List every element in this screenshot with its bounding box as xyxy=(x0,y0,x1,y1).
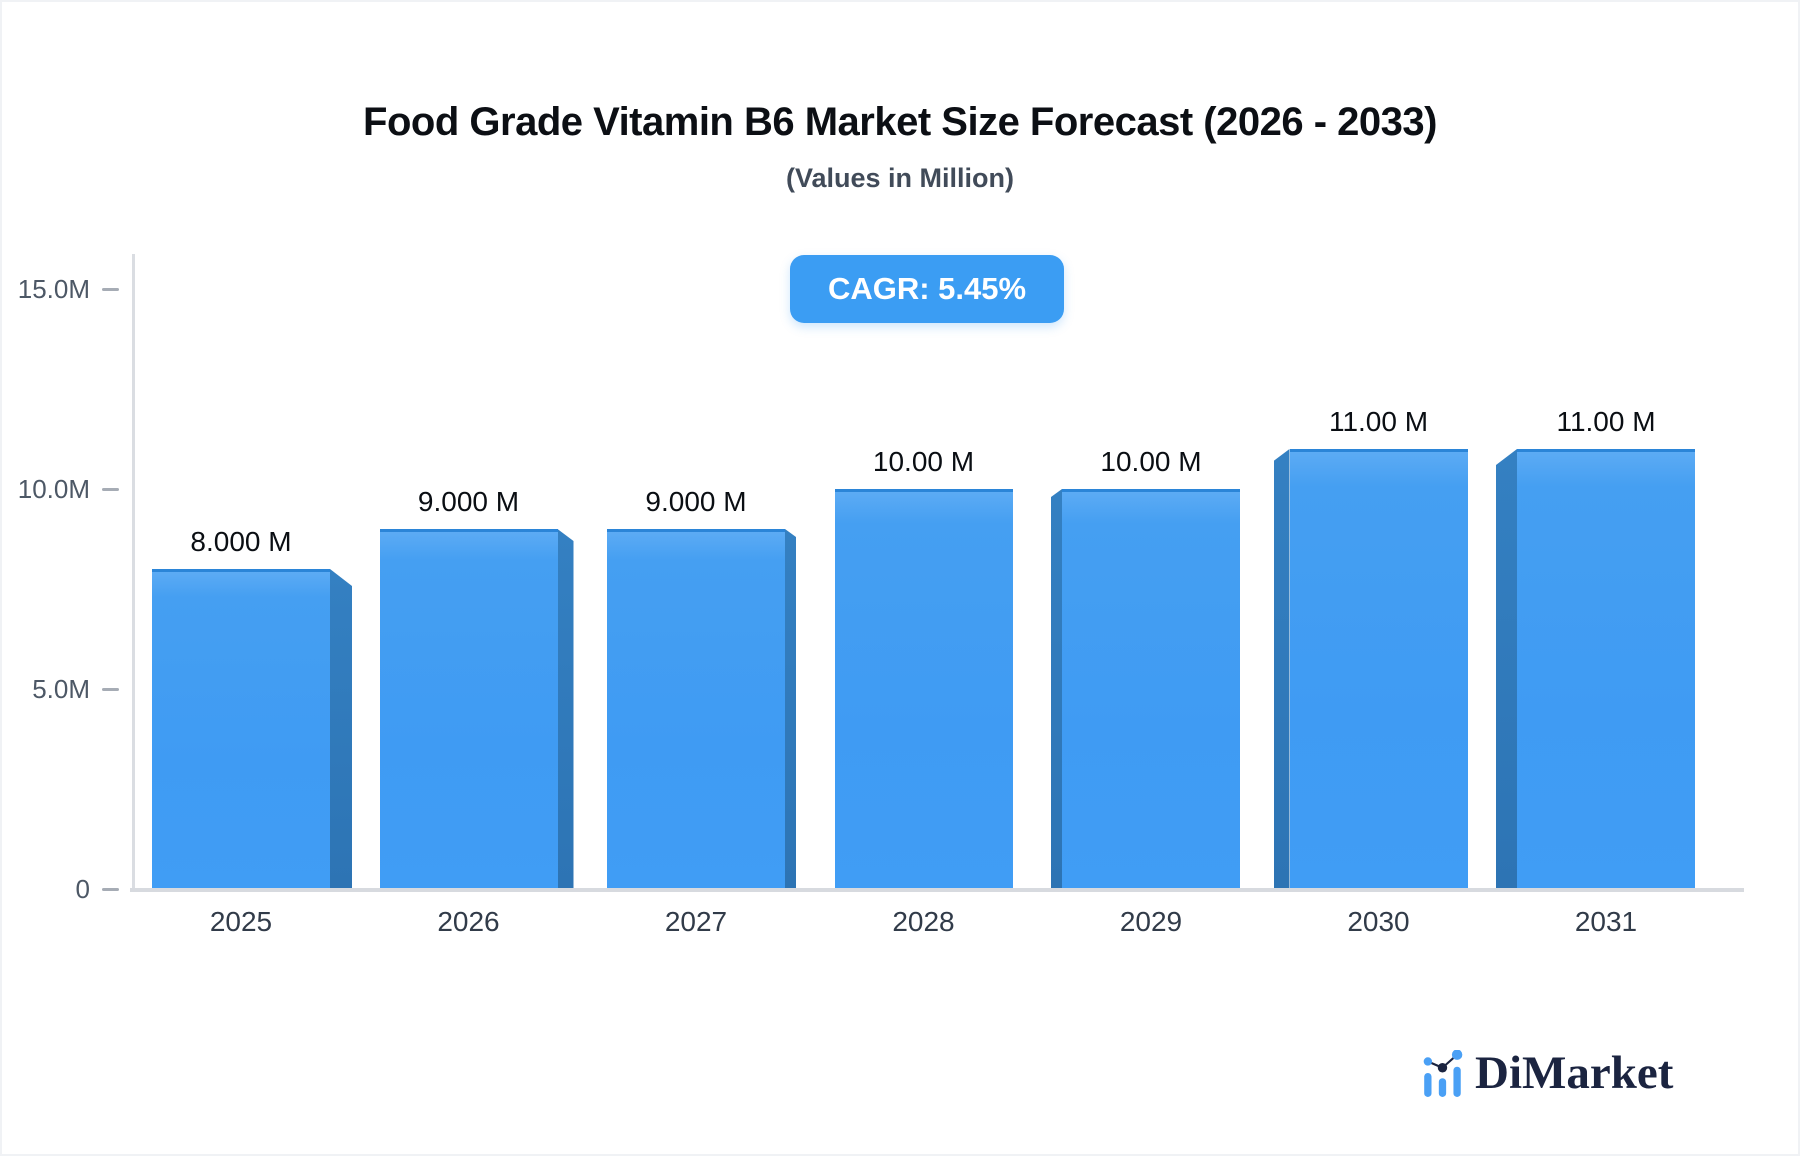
x-axis-line xyxy=(130,888,1744,892)
bar-3d-side xyxy=(1051,489,1062,888)
bar-3d-side xyxy=(785,529,796,888)
y-axis-tick xyxy=(102,888,119,891)
chart-subtitle: (Values in Million) xyxy=(785,163,1015,193)
y-axis-line xyxy=(132,254,135,890)
bar-value-label: 8.000 M xyxy=(190,526,292,557)
y-axis-tick-label: 5.0M xyxy=(32,674,90,704)
bar-3d-side xyxy=(1273,449,1290,888)
bar-value-label: 11.00 M xyxy=(1328,406,1429,437)
bar-3d-side xyxy=(1496,449,1517,888)
brand-logo-text: DiMarket xyxy=(1475,1047,1674,1099)
bar-2026[interactable] xyxy=(379,529,558,888)
bar-2028[interactable] xyxy=(834,489,1013,888)
y-axis-tick xyxy=(102,288,119,291)
x-axis-category-label: 2031 xyxy=(1574,906,1638,937)
bar-2027[interactable] xyxy=(607,529,785,888)
bar-2029[interactable] xyxy=(1062,489,1240,888)
y-axis-tick-label: 0 xyxy=(75,874,90,904)
bar-chart-logo-icon xyxy=(1422,1049,1464,1097)
bar-value-label: 10.00 M xyxy=(872,446,975,477)
bar-value-label: 10.00 M xyxy=(1100,446,1202,477)
bar-value-label: 9.000 M xyxy=(417,486,520,517)
bar-3d-side xyxy=(557,529,574,888)
bar-2025[interactable] xyxy=(152,569,330,888)
x-axis-category-label: 2028 xyxy=(892,906,955,937)
y-axis-tick-label: 15.0M xyxy=(17,274,90,304)
y-axis-tick xyxy=(102,488,119,491)
x-axis-category-label: 2030 xyxy=(1347,906,1410,937)
y-axis-tick-label: 10.0M xyxy=(17,474,90,504)
bar-2031[interactable] xyxy=(1517,449,1695,888)
chart-title: Food Grade Vitamin B6 Market Size Foreca… xyxy=(363,100,1437,144)
x-axis-category-label: 2029 xyxy=(1119,906,1183,937)
x-axis-category-label: 2025 xyxy=(209,906,273,937)
cagr-badge-label: CAGR: 5.45% xyxy=(827,271,1027,306)
brand-logo: DiMarket xyxy=(1422,1038,1673,1108)
bar-3d-side xyxy=(330,569,352,888)
y-axis-tick xyxy=(102,688,119,691)
bar-value-label: 9.000 M xyxy=(645,486,747,517)
x-axis-category-label: 2026 xyxy=(437,906,500,937)
bar-value-label: 11.00 M xyxy=(1556,406,1656,437)
bar-2030[interactable] xyxy=(1289,449,1468,888)
cagr-badge: CAGR: 5.45% xyxy=(790,255,1064,323)
x-axis-category-label: 2027 xyxy=(664,906,728,937)
